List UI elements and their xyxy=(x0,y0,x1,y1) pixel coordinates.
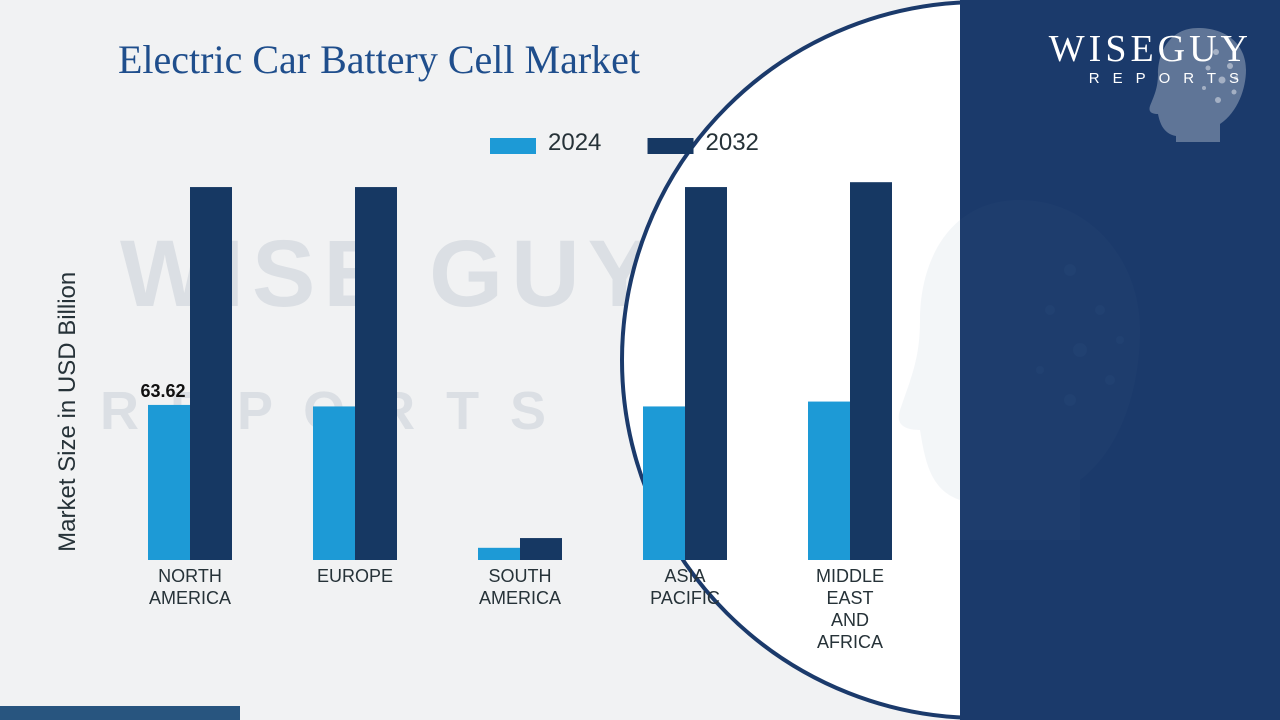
legend-swatch xyxy=(490,138,536,154)
bar-2024-4 xyxy=(808,402,850,560)
category-label: EUROPE xyxy=(317,566,393,586)
legend-label: 2032 xyxy=(706,129,759,156)
bar-2032-4 xyxy=(850,182,892,560)
y-axis-label: Market Size in USD Billion xyxy=(54,272,81,552)
category-label: NORTH xyxy=(158,566,222,586)
bar-2024-1 xyxy=(313,406,355,560)
bar-2024-2 xyxy=(478,548,520,560)
category-label: EAST xyxy=(826,588,873,608)
brand-logo: WISEGUY REPORTS xyxy=(1049,30,1252,87)
bar-2024-0 xyxy=(148,405,190,560)
category-label: MIDDLE xyxy=(816,566,884,586)
bar-2032-3 xyxy=(685,187,727,560)
bar-value-label: 63.62 xyxy=(140,381,185,401)
category-label: AMERICA xyxy=(479,588,561,608)
category-label: PACIFIC xyxy=(650,588,720,608)
legend-swatch xyxy=(648,138,694,154)
bar-2032-2 xyxy=(520,538,562,560)
category-label: AMERICA xyxy=(149,588,231,608)
bar-2032-1 xyxy=(355,187,397,560)
bar-2024-3 xyxy=(643,406,685,560)
category-label: ASIA xyxy=(664,566,705,586)
bottom-accent-bar xyxy=(0,706,240,720)
brand-logo-line2: REPORTS xyxy=(1049,70,1252,87)
category-label: AND xyxy=(831,610,869,630)
category-label: AFRICA xyxy=(817,632,883,652)
brand-logo-line1: WISEGUY xyxy=(1049,30,1252,68)
legend-label: 2024 xyxy=(548,129,601,156)
bar-2032-0 xyxy=(190,187,232,560)
bar-chart: Market Size in USD Billion20242032NORTHA… xyxy=(0,0,965,700)
category-label: SOUTH xyxy=(489,566,552,586)
